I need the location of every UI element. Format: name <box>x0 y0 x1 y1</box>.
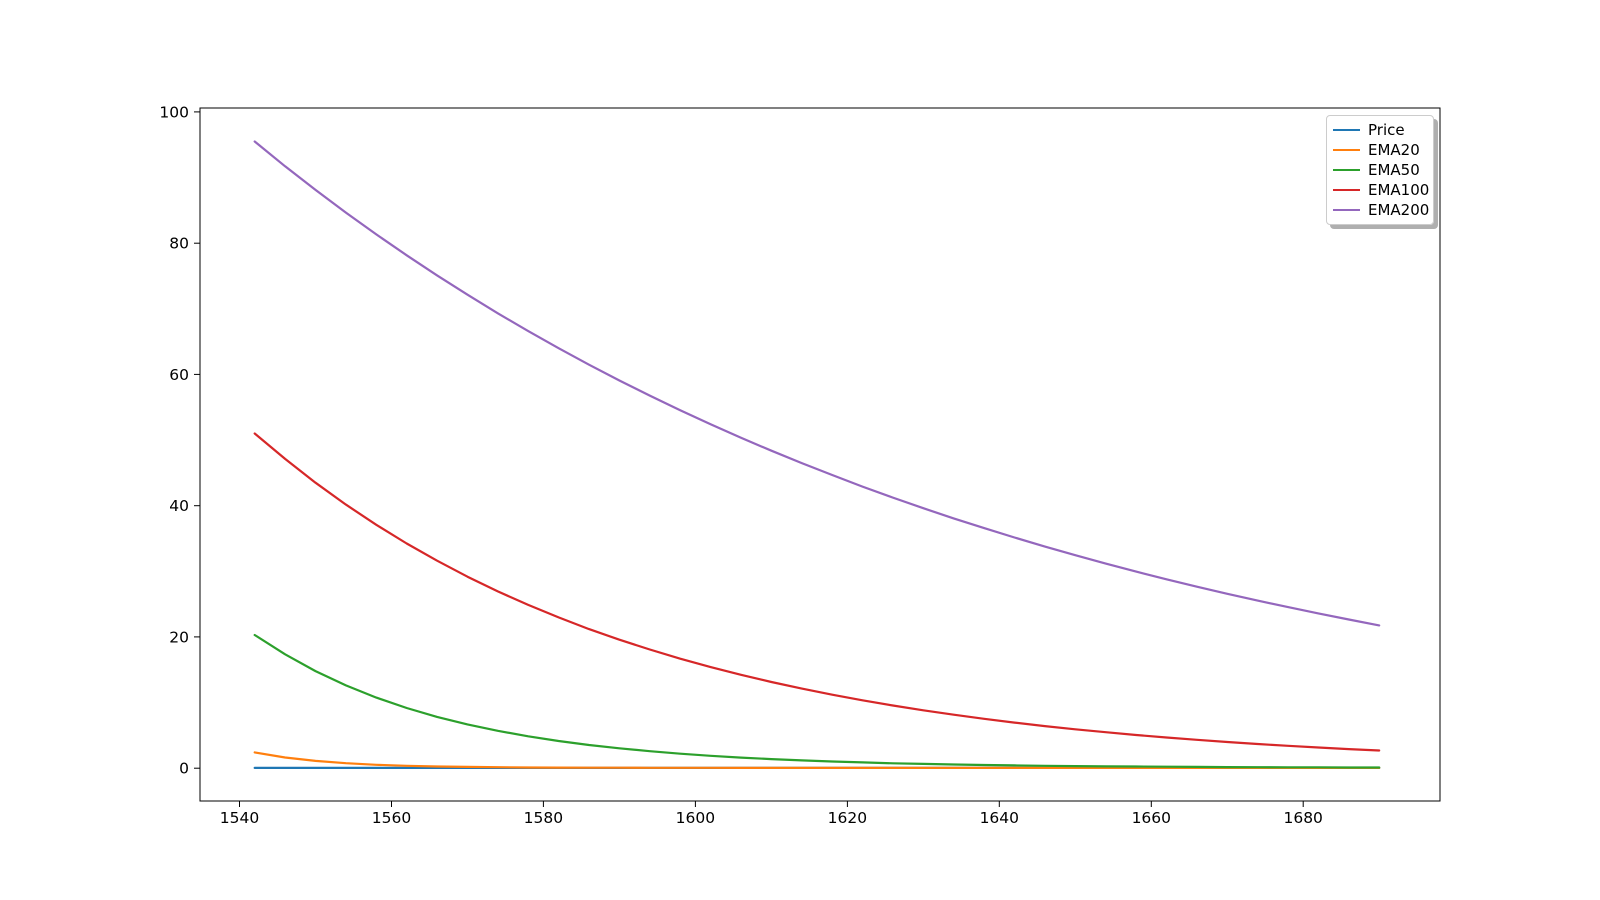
legend-swatch-ema20 <box>1333 149 1360 151</box>
y-tick-label: 100 <box>159 103 189 121</box>
y-tick-label: 60 <box>169 366 189 384</box>
legend-swatch-ema50 <box>1333 169 1360 171</box>
series-line-ema100 <box>253 432 1381 752</box>
x-tick-label: 1620 <box>828 809 867 827</box>
x-tick-label: 1640 <box>980 809 1019 827</box>
legend-label-ema20: EMA20 <box>1368 140 1420 159</box>
legend-label-ema200: EMA200 <box>1368 200 1430 219</box>
axes: 1540 1560 1580 1600 1620 1640 1660 1680 0 20 40 60 8… <box>159 103 1441 827</box>
x-tick-label: 1680 <box>1283 809 1322 827</box>
legend-item-ema100: EMA100 <box>1333 180 1430 200</box>
legend-item-ema50: EMA50 <box>1333 160 1427 180</box>
legend-item-ema200: EMA200 <box>1333 200 1430 220</box>
y-tick-label: 80 <box>169 235 189 253</box>
x-tick-label: 1660 <box>1132 809 1171 827</box>
legend-swatch-ema100 <box>1333 189 1360 191</box>
y-tick-label: 20 <box>169 628 189 646</box>
series-lines <box>253 140 1381 770</box>
series-line-ema50 <box>253 633 1381 769</box>
legend-item-price: Price <box>1333 120 1427 140</box>
x-tick-label: 1600 <box>676 809 715 827</box>
legend-label-ema50: EMA50 <box>1368 160 1420 179</box>
x-tick-label: 1580 <box>524 809 563 827</box>
legend: Price EMA20 EMA50 EMA100 EMA200 <box>1326 115 1434 225</box>
legend-swatch-price <box>1333 129 1360 131</box>
legend-label-price: Price <box>1368 120 1405 139</box>
y-tick-label: 0 <box>179 760 189 778</box>
x-tick-label: 1560 <box>372 809 411 827</box>
series-line-ema200 <box>253 140 1381 627</box>
plot-frame <box>199 107 1441 802</box>
legend-item-ema20: EMA20 <box>1333 140 1427 160</box>
y-tick-label: 40 <box>169 497 189 515</box>
x-tick-label: 1540 <box>220 809 259 827</box>
legend-swatch-ema200 <box>1333 209 1360 211</box>
legend-label-ema100: EMA100 <box>1368 180 1430 199</box>
